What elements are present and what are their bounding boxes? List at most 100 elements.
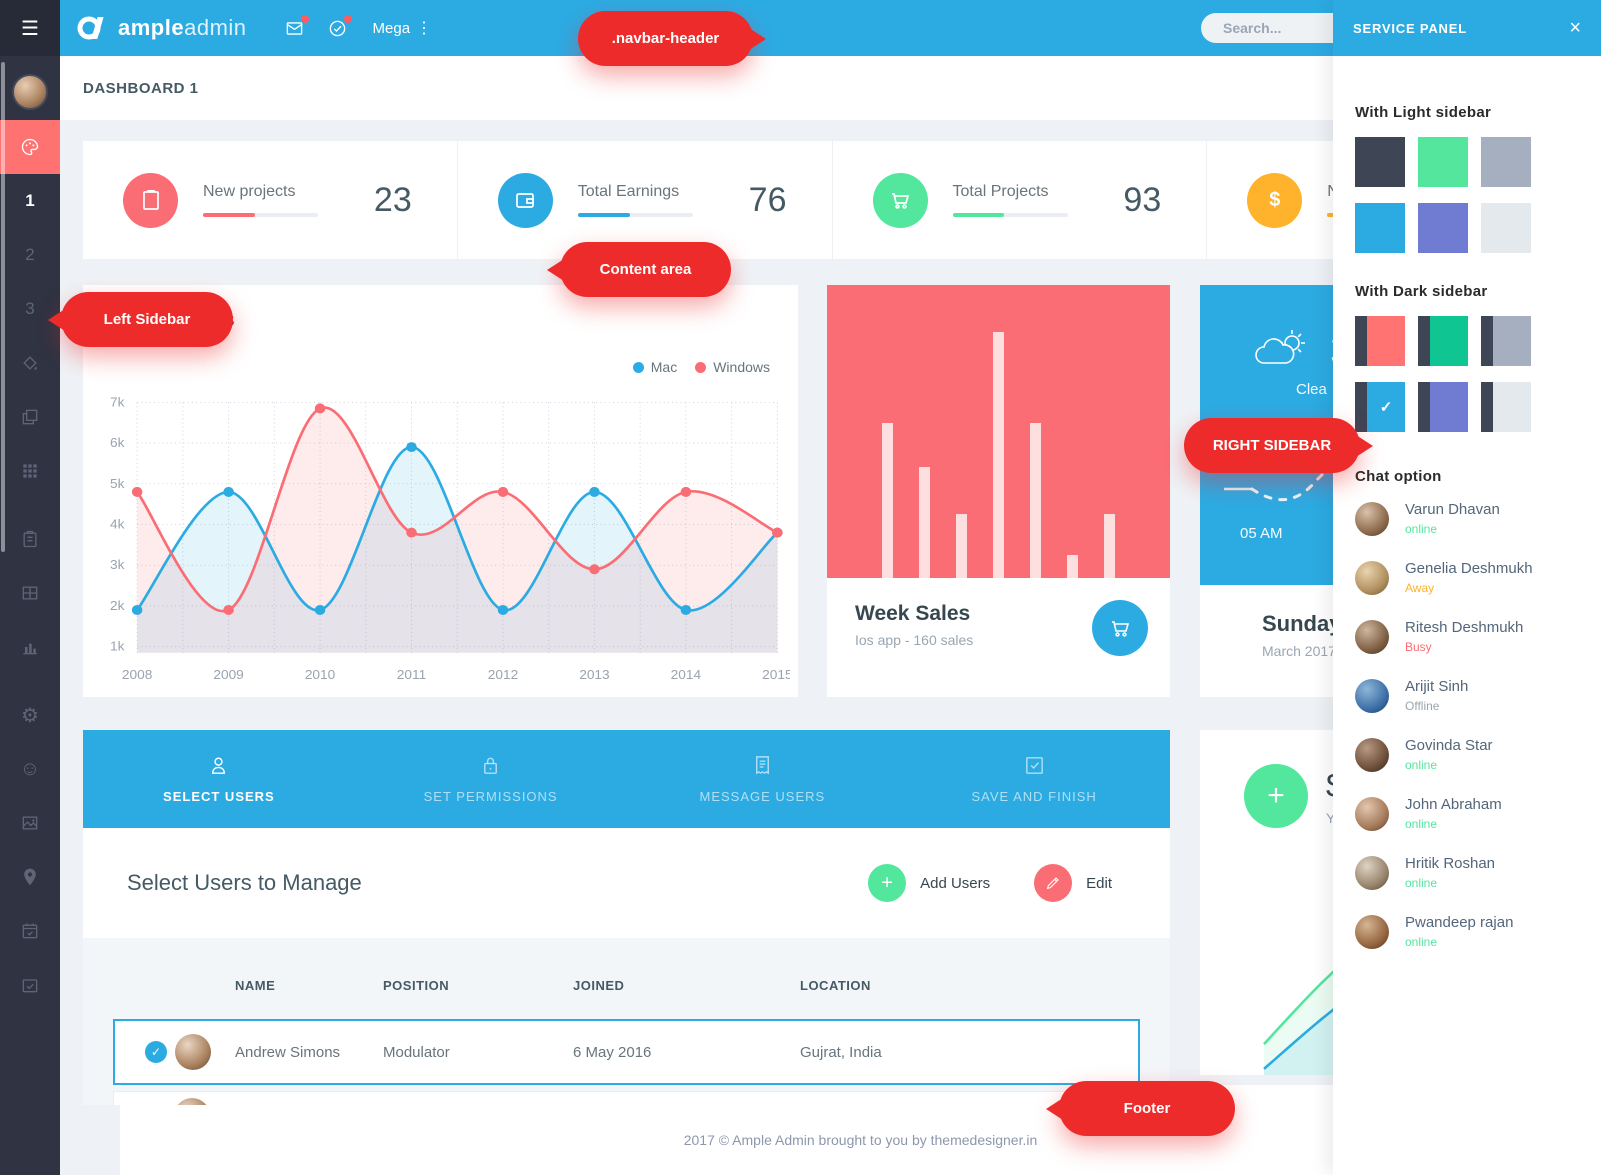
theme-swatch-light-gray[interactable]: [1481, 137, 1531, 187]
annotation-content-area: Content area: [560, 242, 731, 297]
sidebar-item-settings[interactable]: ⚙: [0, 688, 60, 742]
paint-bucket-icon: [23, 356, 37, 370]
theme-swatch-light-blue[interactable]: [1355, 203, 1405, 253]
chat-user[interactable]: Genelia Deshmukh Away: [1355, 548, 1579, 607]
theme-swatch-light-green[interactable]: [1418, 137, 1468, 187]
messages-button[interactable]: [285, 14, 309, 38]
add-users-button[interactable]: + Add Users: [868, 864, 990, 902]
tab-set-permissions[interactable]: SET PERMISSIONS: [355, 730, 627, 828]
annotation-navbar-header: .navbar-header: [578, 11, 753, 66]
avatar: [1355, 737, 1389, 772]
row-selected-check[interactable]: ✓: [145, 1041, 167, 1063]
annotation-right-sidebar: RIGHT SIDEBAR: [1184, 418, 1360, 473]
sidebar-item-forms[interactable]: [0, 512, 60, 566]
sidebar-item-reports[interactable]: [0, 958, 60, 1012]
sidebar-user-avatar[interactable]: [12, 74, 48, 110]
annotation-footer: Footer: [1059, 1081, 1235, 1136]
clipboard-icon: [23, 530, 37, 548]
weather-month: March 2017: [1262, 643, 1336, 659]
logo[interactable]: ampleadmin: [60, 13, 273, 43]
location-pin-icon: [24, 868, 36, 886]
tab-save-and-finish[interactable]: SAVE AND FINISH: [898, 730, 1170, 828]
hamburger-menu-button[interactable]: ☰: [0, 0, 60, 56]
grid-icon: [23, 464, 37, 478]
hamburger-icon: ☰: [21, 17, 39, 40]
stat-total-projects: Total Projects 93: [831, 141, 1207, 259]
chat-user[interactable]: John Abraham online: [1355, 784, 1579, 843]
week-sales-subtitle: Ios app - 160 sales: [855, 632, 974, 648]
sidebar-item-theme[interactable]: [0, 336, 60, 390]
svg-text:2010: 2010: [305, 667, 335, 682]
sidebar-scrollbar[interactable]: [1, 62, 5, 552]
sidebar-item-charts[interactable]: [0, 620, 60, 674]
theme-swatch-dark-blue-selected[interactable]: ✓: [1355, 382, 1405, 432]
week-sales-cart-button[interactable]: [1092, 600, 1148, 656]
sidebar-item-icons[interactable]: ☺: [0, 742, 60, 796]
map-image-icon: [22, 816, 38, 830]
sidebar-item-dashboard-3[interactable]: 3: [25, 299, 35, 318]
week-bar: [1104, 513, 1115, 578]
tasks-button[interactable]: [328, 14, 352, 38]
avatar: [1355, 678, 1389, 713]
theme-swatch-dark-purple[interactable]: [1418, 382, 1468, 432]
chat-user[interactable]: Hritik Roshan online: [1355, 843, 1579, 902]
chat-user[interactable]: Govinda Star online: [1355, 725, 1579, 784]
sidebar-item-dashboard-2[interactable]: 2: [25, 245, 35, 264]
theme-swatch-light-white[interactable]: [1481, 203, 1531, 253]
avatar: [1355, 619, 1389, 654]
dollar-icon: $: [1269, 188, 1281, 211]
chat-user[interactable]: Arijit Sinh Offline: [1355, 666, 1579, 725]
legend-dot-mac: [632, 361, 644, 373]
week-bar: [882, 422, 893, 578]
chat-user[interactable]: Ritesh Deshmukh Busy: [1355, 607, 1579, 666]
page-title: DASHBOARD 1: [83, 79, 199, 97]
close-icon[interactable]: ×: [1569, 17, 1581, 39]
chat-user[interactable]: Varun Dhavan online: [1355, 489, 1579, 548]
yearly-sales-chart: 7k 6k 5k 4k 3k 2k 1k 2008 2009 2010 2011 2012 2013 20…: [95, 389, 793, 691]
tab-select-users[interactable]: SELECT USERS: [83, 730, 355, 828]
sidebar-item-calendar[interactable]: [0, 904, 60, 958]
chat-user[interactable]: Pwandeep rajan online: [1355, 902, 1579, 961]
sidebar-item-location[interactable]: [0, 850, 60, 904]
theme-swatch-dark-red[interactable]: [1355, 316, 1405, 366]
sidebar-item-tables[interactable]: [0, 566, 60, 620]
sidebar-item-widgets[interactable]: [0, 444, 60, 498]
legend-dot-windows: [695, 361, 707, 373]
theme-swatch-dark-white[interactable]: [1481, 382, 1531, 432]
sidebar-item-dashboard-1[interactable]: 1: [25, 191, 35, 210]
tab-message-users[interactable]: MESSAGE USERS: [627, 730, 899, 828]
svg-text:2011: 2011: [397, 667, 426, 682]
sidebar-item-maps[interactable]: [0, 796, 60, 850]
theme-swatch-dark-green[interactable]: [1418, 316, 1468, 366]
edit-button[interactable]: Edit: [1034, 864, 1112, 902]
theme-swatch-light-purple[interactable]: [1418, 203, 1468, 253]
sidebar-item-dashboard[interactable]: [0, 120, 60, 174]
svg-text:2009: 2009: [213, 667, 243, 682]
chart-check-icon: [22, 979, 38, 993]
table-row-partial[interactable]: [113, 1091, 1140, 1105]
table-row[interactable]: ✓ Andrew Simons Modulator 6 May 2016 Guj…: [113, 1019, 1140, 1085]
pencil-icon: [1047, 877, 1059, 890]
mega-menu-button[interactable]: Mega ⋮: [372, 19, 433, 38]
gear-icon: ⚙: [21, 704, 39, 727]
palette-icon: [21, 138, 39, 156]
copy-icon: [22, 409, 38, 425]
svg-text:2008: 2008: [122, 667, 152, 682]
week-bar: [1030, 422, 1041, 578]
calendar-check-icon: [22, 923, 38, 939]
stat-new-projects: New projects 23: [83, 141, 457, 259]
cloud-sun-icon: [1255, 330, 1305, 364]
person-icon: [212, 757, 226, 774]
week-bar: [993, 331, 1004, 578]
check-icon: ✓: [1379, 399, 1393, 416]
wallet-add-button[interactable]: +: [1244, 764, 1308, 828]
theme-swatch-light-default[interactable]: [1355, 137, 1405, 187]
chat-list: Varun Dhavan online Genelia Deshmukh Away …: [1355, 489, 1579, 961]
table-icon: [22, 586, 38, 600]
avatar: [1355, 914, 1389, 949]
sidebar-item-pages[interactable]: [0, 390, 60, 444]
week-bar: [1067, 554, 1078, 578]
check-circle-icon: [329, 20, 345, 36]
theme-swatch-dark-gray[interactable]: [1481, 316, 1531, 366]
